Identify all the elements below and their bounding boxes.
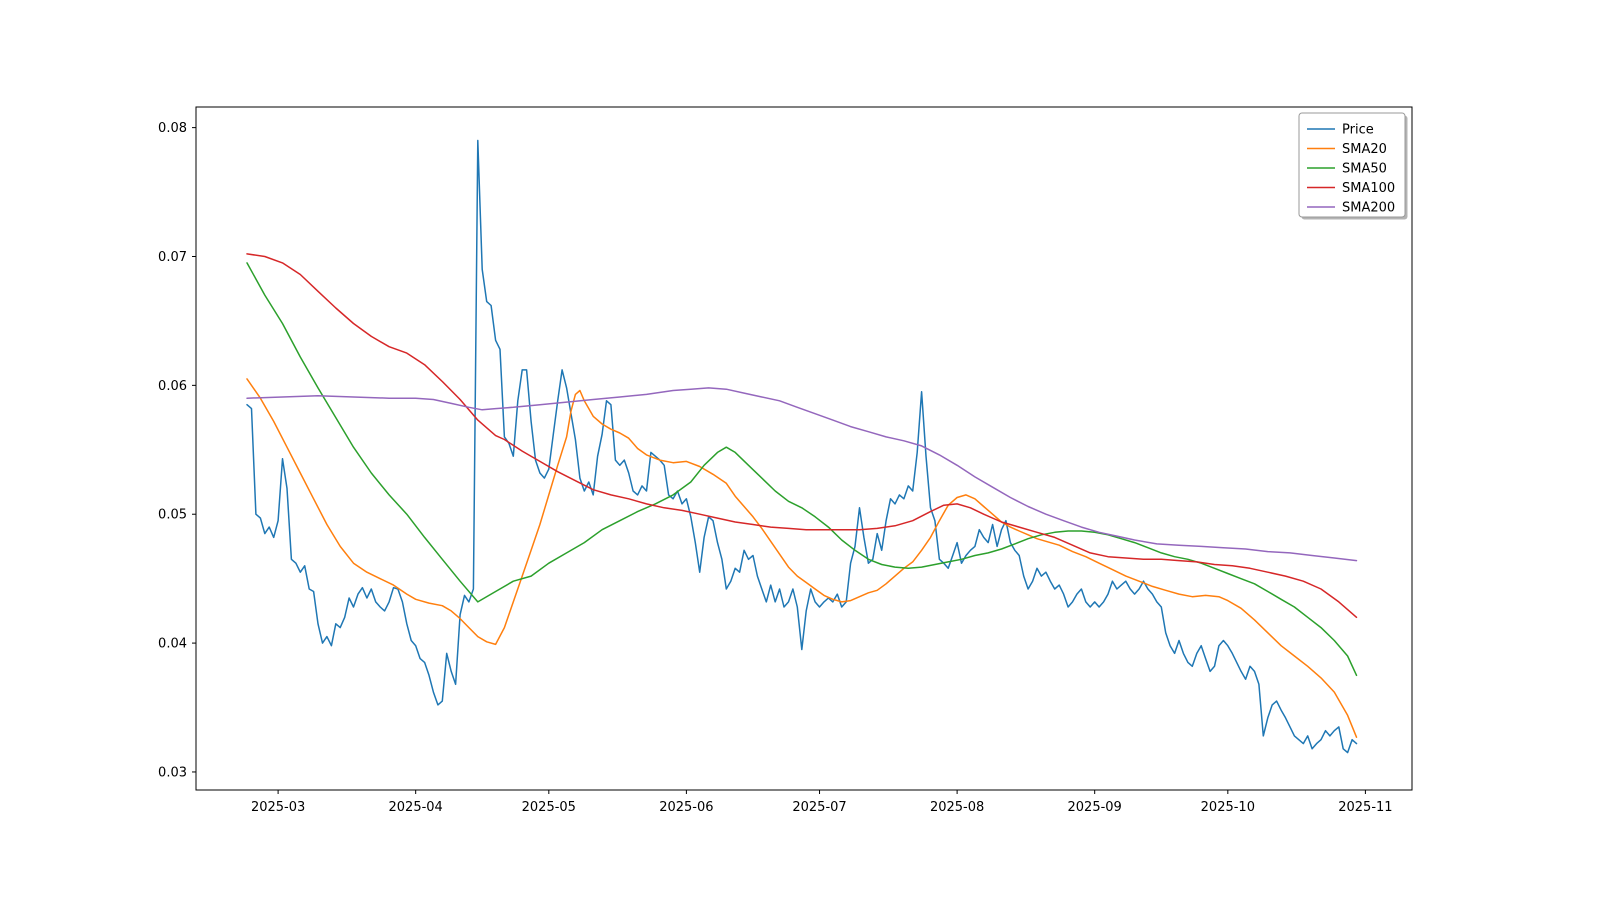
y-tick-label: 0.08 (158, 121, 187, 136)
legend-label-sma50: SMA50 (1342, 162, 1387, 177)
legend-item-sma200: SMA200 (1307, 201, 1395, 216)
legend-item-sma20: SMA20 (1307, 142, 1387, 157)
y-tick-label: 0.06 (158, 379, 187, 394)
series-line-sma20 (246, 378, 1358, 738)
y-tick-label: 0.05 (158, 508, 187, 523)
x-tick-label: 2025-03 (251, 800, 305, 815)
legend-label-sma200: SMA200 (1342, 201, 1395, 216)
legend-label-price: Price (1342, 123, 1374, 138)
series-line-sma100 (246, 253, 1358, 619)
legend: Price SMA20 SMA50 SMA100 SMA200 (1298, 112, 1408, 220)
legend-label-sma100: SMA100 (1342, 181, 1395, 196)
x-tick-label: 2025-08 (930, 800, 984, 815)
legend-item-price: Price (1307, 123, 1374, 138)
series-line-price (246, 139, 1358, 754)
series-line-sma50 (246, 262, 1358, 677)
legend-item-sma50: SMA50 (1307, 162, 1387, 177)
x-tick-label: 2025-07 (792, 800, 846, 815)
legend-item-sma100: SMA100 (1307, 181, 1395, 196)
x-tick-label: 2025-11 (1338, 800, 1392, 815)
series-line-sma200 (246, 387, 1358, 562)
y-tick-label: 0.07 (158, 250, 187, 265)
x-tick-label: 2025-04 (389, 800, 443, 815)
x-tick-label: 2025-10 (1201, 800, 1255, 815)
x-tick-label: 2025-09 (1068, 800, 1122, 815)
x-tick-label: 2025-05 (522, 800, 576, 815)
y-tick-label: 0.03 (158, 765, 187, 780)
x-tick-label: 2025-06 (659, 800, 713, 815)
legend-box (1298, 112, 1406, 218)
plot-frame (195, 106, 1413, 791)
legend-label-sma20: SMA20 (1342, 142, 1387, 157)
y-tick-label: 0.04 (158, 637, 187, 652)
